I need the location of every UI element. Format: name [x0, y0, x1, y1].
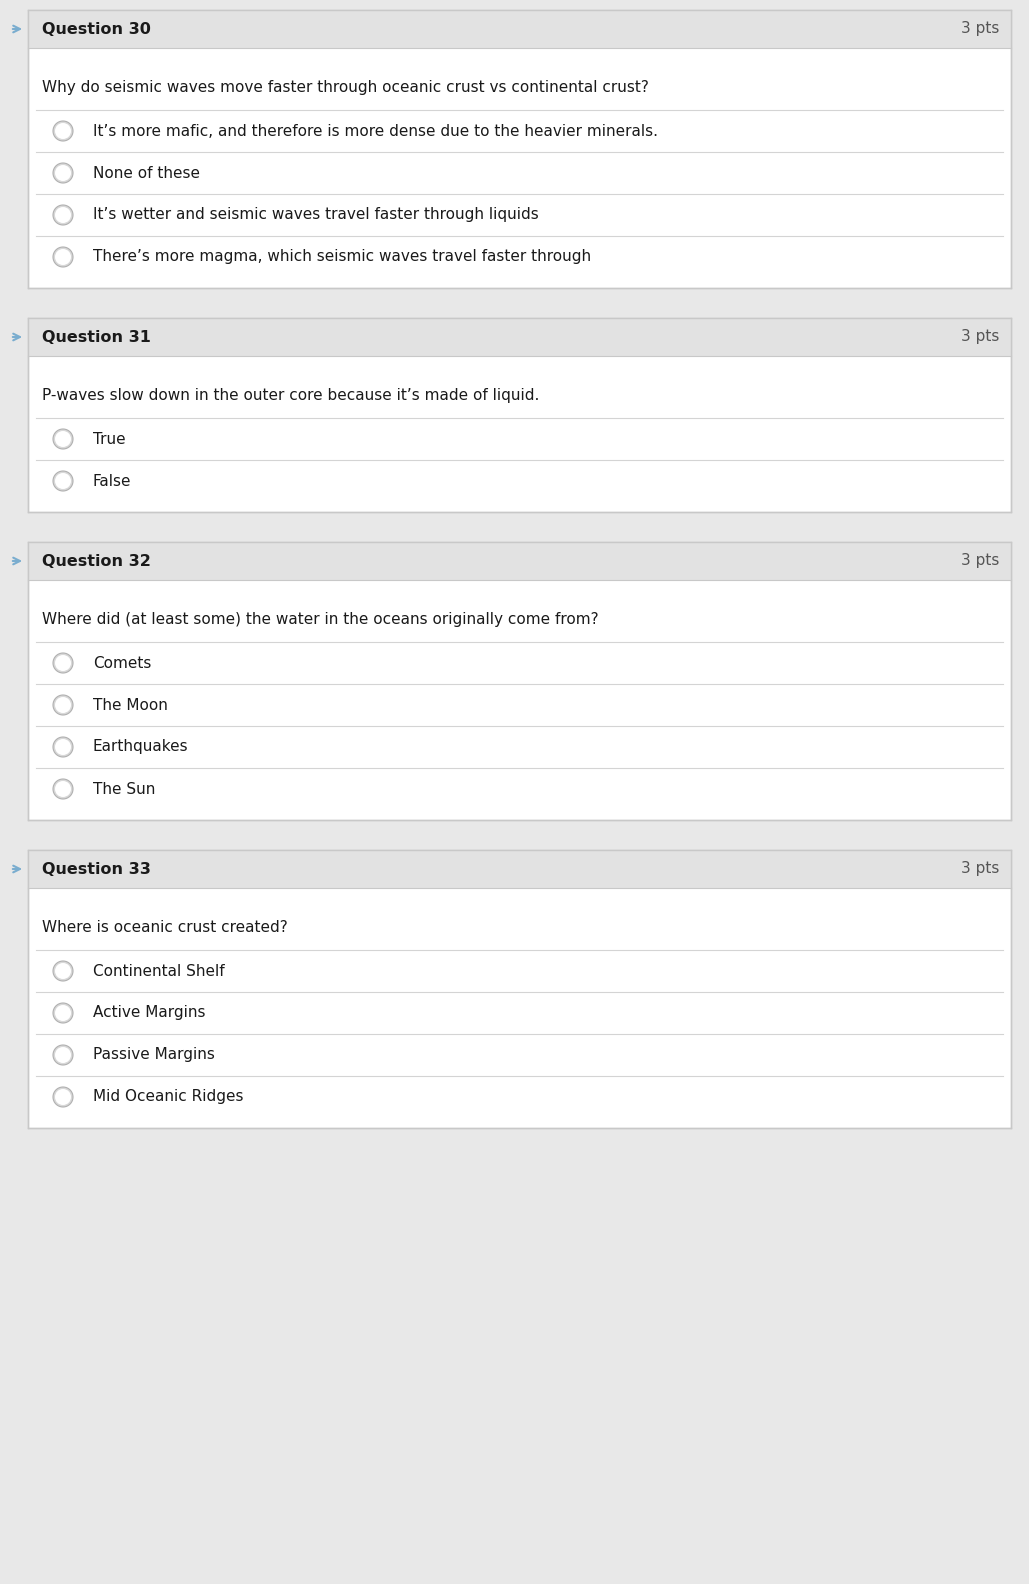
Circle shape — [54, 695, 73, 714]
Circle shape — [54, 1087, 73, 1107]
Text: True: True — [93, 431, 126, 447]
Text: It’s wetter and seismic waves travel faster through liquids: It’s wetter and seismic waves travel fas… — [93, 208, 539, 222]
Circle shape — [55, 697, 71, 713]
Text: Comets: Comets — [93, 656, 151, 670]
Circle shape — [55, 431, 71, 447]
Circle shape — [54, 653, 73, 673]
Circle shape — [54, 429, 73, 448]
Circle shape — [54, 120, 73, 141]
Text: 3 pts: 3 pts — [961, 329, 999, 344]
Circle shape — [55, 1004, 71, 1022]
Text: Question 31: Question 31 — [42, 329, 151, 344]
Circle shape — [54, 779, 73, 798]
Circle shape — [54, 737, 73, 757]
Circle shape — [54, 961, 73, 980]
Circle shape — [55, 474, 71, 489]
Circle shape — [54, 247, 73, 268]
Bar — [28, 10, 1012, 48]
Text: The Moon: The Moon — [93, 697, 168, 713]
Text: Why do seismic waves move faster through oceanic crust vs continental crust?: Why do seismic waves move faster through… — [42, 81, 649, 95]
Circle shape — [55, 963, 71, 979]
Circle shape — [54, 204, 73, 225]
Text: Question 30: Question 30 — [42, 22, 151, 36]
Bar — [28, 542, 1012, 821]
Circle shape — [55, 249, 71, 265]
Bar — [28, 851, 1012, 889]
Text: Earthquakes: Earthquakes — [93, 740, 188, 754]
Bar — [28, 851, 1012, 1128]
Text: 3 pts: 3 pts — [961, 553, 999, 569]
Text: 3 pts: 3 pts — [961, 22, 999, 36]
Text: It’s more mafic, and therefore is more dense due to the heavier minerals.: It’s more mafic, and therefore is more d… — [93, 124, 658, 138]
Text: None of these: None of these — [93, 165, 200, 181]
Text: P-waves slow down in the outer core because it’s made of liquid.: P-waves slow down in the outer core beca… — [42, 388, 539, 402]
Text: The Sun: The Sun — [93, 781, 155, 797]
Circle shape — [55, 1047, 71, 1063]
Text: Continental Shelf: Continental Shelf — [93, 963, 224, 979]
Text: Question 32: Question 32 — [42, 553, 151, 569]
Text: Where is oceanic crust created?: Where is oceanic crust created? — [42, 920, 288, 935]
Text: Where did (at least some) the water in the oceans originally come from?: Where did (at least some) the water in t… — [42, 611, 599, 627]
Bar — [28, 10, 1012, 288]
Circle shape — [55, 124, 71, 139]
Text: There’s more magma, which seismic waves travel faster through: There’s more magma, which seismic waves … — [93, 250, 591, 265]
Text: Mid Oceanic Ridges: Mid Oceanic Ridges — [93, 1090, 244, 1104]
Circle shape — [55, 165, 71, 181]
Circle shape — [54, 1003, 73, 1023]
Circle shape — [54, 1045, 73, 1064]
Circle shape — [55, 208, 71, 223]
Text: Question 33: Question 33 — [42, 862, 151, 876]
Bar — [28, 318, 1012, 356]
Circle shape — [55, 656, 71, 672]
Circle shape — [55, 781, 71, 797]
Circle shape — [55, 740, 71, 756]
Circle shape — [54, 470, 73, 491]
Circle shape — [54, 163, 73, 184]
Bar — [28, 542, 1012, 580]
Text: Active Margins: Active Margins — [93, 1006, 206, 1020]
Bar — [28, 318, 1012, 512]
Text: 3 pts: 3 pts — [961, 862, 999, 876]
Text: Passive Margins: Passive Margins — [93, 1047, 215, 1063]
Circle shape — [55, 1090, 71, 1106]
Text: False: False — [93, 474, 132, 488]
